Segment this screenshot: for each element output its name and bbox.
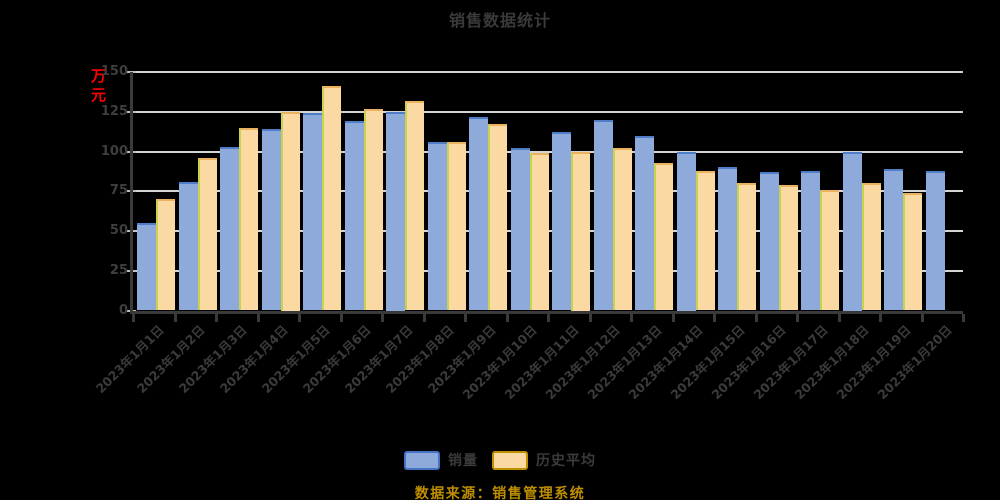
x-axis-tick — [754, 313, 758, 322]
bar-sales — [303, 113, 322, 311]
bar-average — [778, 184, 798, 311]
bar-average — [820, 189, 839, 311]
x-axis-line — [130, 310, 963, 314]
bar-sales — [925, 170, 945, 311]
bar-average — [612, 148, 632, 311]
bar-average — [446, 141, 466, 311]
bar-sales — [552, 132, 571, 311]
gridline — [133, 110, 963, 113]
bar-sales — [676, 151, 696, 311]
bar-average — [405, 100, 424, 311]
bar-sales — [593, 119, 613, 311]
footer-note: 数据来源：销售管理系统 — [414, 486, 586, 500]
bar-sales — [842, 151, 862, 311]
x-axis-tick — [920, 313, 924, 322]
x-axis-tick — [547, 313, 550, 322]
y-axis-tick-label: 150 — [100, 64, 128, 79]
legend-label-sales: 销量 — [448, 453, 478, 469]
bar-average — [239, 127, 258, 311]
bar-average — [322, 86, 341, 311]
bar-sales — [178, 181, 198, 311]
bar-sales — [635, 135, 654, 311]
x-axis-tick — [381, 313, 384, 322]
x-axis-tick — [215, 313, 218, 322]
bar-sales — [759, 172, 779, 311]
x-axis-tick — [962, 313, 965, 322]
bar-sales — [884, 168, 903, 311]
bar-sales — [386, 111, 405, 311]
y-axis-line — [130, 72, 133, 314]
bar-sales — [261, 129, 281, 311]
bar-sales — [469, 116, 488, 311]
x-axis-tick — [713, 313, 716, 322]
x-axis-tick — [630, 313, 633, 322]
x-axis-tick — [671, 313, 675, 322]
bar-sales — [137, 223, 156, 311]
x-axis-tick — [132, 313, 135, 322]
chart-title: 销售数据统计 — [448, 11, 551, 30]
bar-average — [280, 111, 300, 311]
legend-swatch-sales — [404, 450, 440, 470]
legend: 销量 历史平均 — [0, 448, 1000, 472]
x-axis-tick — [173, 313, 177, 322]
x-axis-tick — [422, 313, 426, 322]
bar-sales — [344, 121, 364, 311]
x-axis-tick — [464, 313, 467, 322]
gridline — [133, 150, 963, 153]
bar-sales — [801, 170, 820, 311]
y-axis-tick-label: 125 — [100, 103, 128, 119]
y-axis-tick-label: 100 — [100, 143, 128, 159]
legend-item-average: 历史平均 — [492, 450, 596, 470]
bar-average — [654, 162, 673, 311]
bar-average — [156, 199, 175, 311]
x-axis-tick — [339, 313, 343, 322]
bar-average — [737, 183, 756, 311]
x-axis-tick — [505, 313, 509, 322]
bar-average — [903, 192, 922, 311]
x-axis-tick — [256, 313, 260, 322]
gridline — [133, 71, 963, 73]
legend-label-average: 历史平均 — [536, 453, 596, 469]
legend-swatch-average — [492, 450, 528, 470]
bar-average — [861, 183, 881, 311]
bar-average — [695, 170, 715, 311]
x-axis-tick — [879, 313, 882, 322]
bar-average — [363, 108, 383, 311]
x-axis-tick — [837, 313, 841, 322]
legend-item-sales: 销量 — [404, 450, 478, 470]
x-axis-tick — [588, 313, 592, 322]
bar-average — [529, 153, 549, 311]
x-axis-tick — [298, 313, 301, 322]
y-axis-tick-label: 50 — [109, 223, 128, 238]
y-axis-tick-label: 25 — [109, 262, 128, 278]
bar-average — [197, 157, 217, 311]
bar-sales — [427, 141, 447, 311]
bar-sales — [220, 146, 239, 311]
bar-average — [571, 151, 590, 311]
bar-sales — [510, 148, 530, 311]
y-axis-unit-label: 万元 — [89, 68, 107, 106]
y-axis-tick-label: 0 — [118, 302, 128, 318]
y-axis-tick-label: 75 — [109, 183, 128, 199]
bar-average — [488, 124, 507, 311]
x-axis-tick — [796, 313, 799, 322]
bar-sales — [718, 167, 737, 311]
